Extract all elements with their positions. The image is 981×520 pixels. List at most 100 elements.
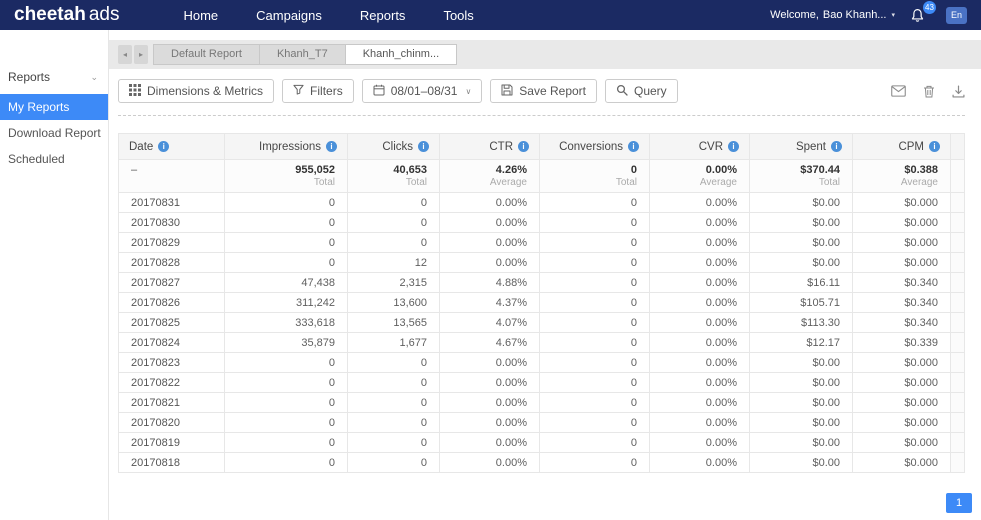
info-icon[interactable]: i [831, 141, 842, 152]
metric-cell: $0.00 [749, 192, 853, 213]
metric-cell: $0.00 [749, 212, 853, 233]
date-range-label: 08/01–08/31 [390, 84, 458, 98]
column-label: CTR [489, 140, 513, 153]
metric-cell: 0.00% [649, 232, 750, 253]
sidebar-item-my-reports[interactable]: My Reports [0, 94, 108, 120]
scrollbar-spacer [950, 392, 965, 413]
scrollbar-spacer [950, 432, 965, 453]
column-label: Conversions [559, 140, 623, 153]
info-icon[interactable]: i [518, 141, 529, 152]
tab-khanh-t7[interactable]: Khanh_T7 [258, 44, 346, 65]
sidebar-item-download-report[interactable]: Download Report [8, 126, 101, 140]
logo-text-bold: cheetah [14, 4, 86, 25]
info-icon[interactable]: i [158, 141, 170, 152]
metric-cell: $0.00 [749, 432, 853, 453]
metric-cell: 333,618 [224, 312, 348, 333]
metric-cell: 0 [347, 412, 440, 433]
date-range-button[interactable]: 08/01–08/31 ∨ [361, 79, 483, 103]
metric-cell: $0.340 [852, 312, 951, 333]
metric-cell: $12.17 [749, 332, 853, 353]
welcome-label: Welcome, [770, 9, 819, 21]
query-button[interactable]: Query [605, 79, 678, 103]
metric-cell: 0 [224, 392, 348, 413]
metric-cell: 0 [347, 372, 440, 393]
summary-row: –955,052 Total 40,653 Total 4.26% Average 0 Tot… [118, 159, 965, 193]
date-cell: 20170823 [118, 352, 225, 373]
page-1-button[interactable]: 1 [946, 493, 972, 513]
app-logo[interactable]: cheetah ads [14, 4, 119, 26]
metric-cell: $0.000 [852, 212, 951, 233]
bell-icon [910, 8, 925, 23]
scrollbar-spacer [950, 192, 965, 213]
metric-cell: $113.30 [749, 312, 853, 333]
metric-cell: 0.00% [649, 272, 750, 293]
language-button[interactable]: En [946, 6, 967, 24]
metric-cell: $0.339 [852, 332, 951, 353]
column-label: Date [129, 140, 154, 153]
sidebar-item-scheduled[interactable]: Scheduled [8, 152, 65, 166]
save-report-button[interactable]: Save Report [490, 79, 597, 103]
metric-cell: $0.340 [852, 272, 951, 293]
metric-cell: 12 [347, 252, 440, 273]
report-toolbar: Dimensions & Metrics Filters [109, 69, 981, 112]
table-row: 20170828 0 12 0.00% 0 0.00% $0.00 $0.000 [118, 252, 965, 273]
tab-scroll-right-icon[interactable]: ▸ [134, 45, 148, 64]
nav-item-tools[interactable]: Tools [443, 7, 474, 23]
scrollbar-spacer [950, 352, 965, 373]
sidebar-section-label: Reports [8, 70, 51, 84]
info-icon[interactable]: i [628, 141, 639, 152]
tab-khanh-chinm[interactable]: Khanh_chinm... [344, 44, 458, 65]
metric-cell: 0.00% [649, 432, 750, 453]
grid-icon [129, 83, 141, 99]
metric-cell: 0.00% [439, 252, 540, 273]
nav-item-reports[interactable]: Reports [359, 7, 406, 23]
scrollbar-spacer [950, 312, 965, 333]
tab-scroll-arrows: ◂ ▸ [118, 45, 148, 64]
info-icon[interactable]: i [326, 141, 337, 152]
nav-item-campaigns[interactable]: Campaigns [256, 7, 322, 23]
column-header-ctr: CTR i [439, 133, 540, 160]
sidebar-section-reports[interactable]: Reports ⌄ [0, 70, 108, 94]
metric-cell: $0.000 [852, 252, 951, 273]
metric-cell: 0 [224, 432, 348, 453]
scrollbar-spacer [950, 252, 965, 273]
summary-cell: 40,653 Total [347, 159, 440, 193]
user-menu-caret: ▾ [891, 12, 895, 19]
pagination: 1 [946, 493, 972, 513]
user-menu[interactable]: Welcome, Bao Khanh... ▾ [770, 9, 895, 21]
metric-cell: 13,600 [347, 292, 440, 313]
dimensions-metrics-button[interactable]: Dimensions & Metrics [118, 79, 275, 103]
download-icon[interactable] [952, 84, 965, 98]
nav-item-home[interactable]: Home [183, 7, 219, 23]
scrollbar-spacer [950, 412, 965, 433]
date-cell: 20170826 [118, 292, 225, 313]
metric-cell: $0.000 [852, 232, 951, 253]
main-content: ◂ ▸ Default Report Khanh_T7 Khanh_chinm.… [109, 30, 981, 520]
info-icon[interactable]: i [418, 141, 429, 152]
trash-icon[interactable] [923, 85, 935, 98]
metric-cell: 0 [539, 412, 650, 433]
notifications-button[interactable]: 43 [910, 0, 936, 23]
tab-scroll-left-icon[interactable]: ◂ [118, 45, 132, 64]
funnel-icon [293, 84, 304, 98]
tab-default-report[interactable]: Default Report [153, 44, 260, 65]
info-icon[interactable]: i [929, 141, 940, 152]
filters-button[interactable]: Filters [282, 79, 354, 103]
metric-cell: 0 [539, 212, 650, 233]
email-icon[interactable] [891, 85, 906, 97]
metric-cell: 4.37% [439, 292, 540, 313]
dimensions-metrics-label: Dimensions & Metrics [147, 84, 264, 98]
table-row: 20170820 0 0 0.00% 0 0.00% $0.00 $0.000 [118, 412, 965, 433]
logo-text-light: ads [88, 4, 120, 25]
metric-cell: 4.07% [439, 312, 540, 333]
info-icon[interactable]: i [728, 141, 739, 152]
table-row: 20170825 333,618 13,565 4.07% 0 0.00% $113.30 $… [118, 312, 965, 333]
metric-cell: $0.000 [852, 452, 951, 473]
report-table-container: Date i Impressions i Clicks i CTR i Conversions i… [118, 133, 965, 473]
metric-cell: 0 [539, 352, 650, 373]
date-cell: 20170825 [118, 312, 225, 333]
date-cell: 20170830 [118, 212, 225, 233]
metric-cell: 0 [347, 232, 440, 253]
metric-cell: 0.00% [649, 372, 750, 393]
table-header-row: Date i Impressions i Clicks i CTR i Conversions i… [118, 133, 965, 160]
